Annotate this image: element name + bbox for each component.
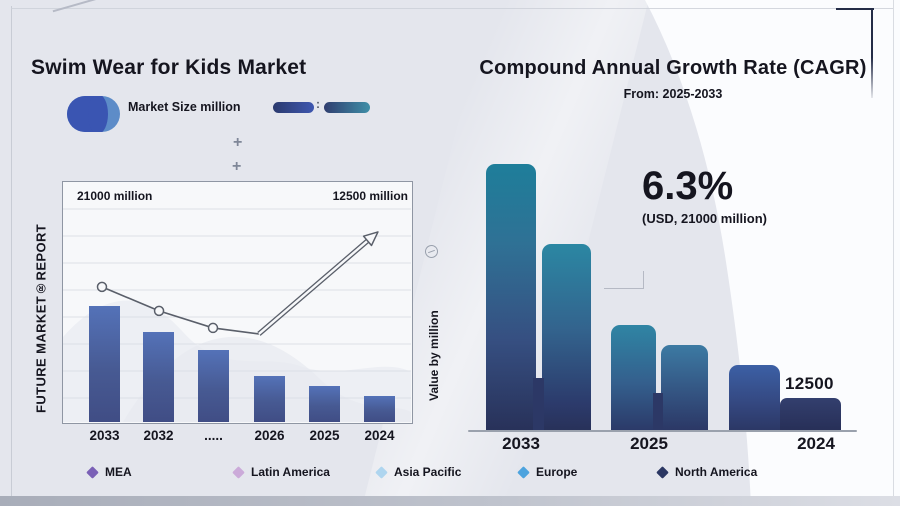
card-frame-top-line xyxy=(11,8,893,9)
cagr-context: (USD, 21000 million) xyxy=(642,211,767,226)
cagr-bar-2024-secondary xyxy=(780,398,841,431)
callout-step-line-horizontal xyxy=(604,288,644,289)
bar-value-label: 12500 xyxy=(785,374,834,393)
market-size-label: Market Size million xyxy=(128,100,241,114)
plus-mark-bottom: + xyxy=(232,158,242,175)
legend-label: MEA xyxy=(105,465,132,479)
market-size-bar-2024 xyxy=(364,396,395,422)
cagr-header: Compound Annual Growth Rate (CAGR) From:… xyxy=(460,57,886,101)
plus-mark-top: + xyxy=(233,134,243,151)
card-frame-left-line xyxy=(11,6,12,496)
legend-item-mea: MEA xyxy=(86,465,132,479)
bar-pair-connector xyxy=(533,378,544,431)
top-right-corner-accent-vertical xyxy=(871,8,873,98)
market-size-chart-frame: 21000 million 12500 million xyxy=(62,181,413,424)
callout-step-line-vertical xyxy=(643,271,644,289)
legend-label: North America xyxy=(675,465,758,479)
legend-label: Asia Pacific xyxy=(394,465,462,479)
market-size-bars xyxy=(63,182,411,422)
cagr-bar-2025-primary xyxy=(611,325,656,431)
cagr-stat: 6.3% (USD, 21000 million) xyxy=(642,166,767,226)
bar-pair-connector xyxy=(653,393,663,431)
legend-diamond-icon xyxy=(656,465,669,479)
legend-diamond-icon xyxy=(517,465,530,479)
cylinder-end-cap xyxy=(87,96,108,132)
cagr-x-axis-line xyxy=(468,430,857,432)
legend-diamond-icon xyxy=(86,465,99,479)
brand-watermark-vertical: FUTURE MARKET®REPORT xyxy=(33,223,49,413)
market-size-bar-2026 xyxy=(254,376,285,422)
legend-item-north-america: North America xyxy=(656,465,758,479)
x-label-2024: 2024 xyxy=(364,428,395,443)
x-label-2025: 2025 xyxy=(309,428,340,443)
market-size-x-axis-labels: 2033 2032..... 2026 2025 2024 xyxy=(63,428,411,446)
legend-label: Latin America xyxy=(251,465,330,479)
ratio-pill-left xyxy=(273,102,314,113)
cagr-bar-2033-secondary xyxy=(542,244,591,431)
legend-item-latin-america: Latin America xyxy=(232,465,330,479)
value-axis-label: Value by million xyxy=(427,310,441,402)
chart-end-value-label: 12500 million xyxy=(332,189,408,203)
cagr-bar-2024-primary xyxy=(729,365,780,431)
card-bottom-shadow-band xyxy=(0,496,900,506)
x-label-2032: 2032 xyxy=(143,428,174,443)
legend-label: Europe xyxy=(536,465,578,479)
cagr-x-label-2024: 2024 xyxy=(797,434,835,453)
x-label-2026: 2026 xyxy=(254,428,285,443)
legend-diamond-icon xyxy=(232,465,245,479)
market-size-bar-..... xyxy=(198,350,229,422)
legend-item-europe: Europe xyxy=(517,465,578,479)
market-size-bar-2032 xyxy=(143,332,174,422)
market-size-cylinder-icon xyxy=(67,96,120,132)
cagr-subtitle: From: 2025-2033 xyxy=(623,87,723,101)
ratio-pill-right xyxy=(324,102,370,113)
cagr-value: 6.3% xyxy=(642,164,734,208)
cagr-title: Compound Annual Growth Rate (CAGR) xyxy=(479,57,867,79)
chart-start-value-label: 21000 million xyxy=(77,189,153,203)
legend-diamond-icon xyxy=(375,465,388,479)
market-size-bar-2025 xyxy=(309,386,340,422)
x-label-.....: ..... xyxy=(204,428,223,443)
cagr-bar-2033-primary xyxy=(486,164,536,431)
legend-item-asia-pacific: Asia Pacific xyxy=(375,465,462,479)
trend-line-and-arrow xyxy=(96,231,379,336)
market-size-bar-2033 xyxy=(89,306,120,422)
x-label-2033: 2033 xyxy=(89,428,120,443)
cagr-bar-2025-secondary xyxy=(661,345,708,431)
cagr-x-label-2025: 2025 xyxy=(630,434,668,453)
ratio-colon: : xyxy=(316,97,320,111)
page-title: Swim Wear for Kids Market xyxy=(31,56,307,79)
card-frame-right-line xyxy=(893,0,894,497)
cagr-x-label-2033: 2033 xyxy=(502,434,540,453)
top-right-corner-accent-horizontal xyxy=(836,8,874,10)
